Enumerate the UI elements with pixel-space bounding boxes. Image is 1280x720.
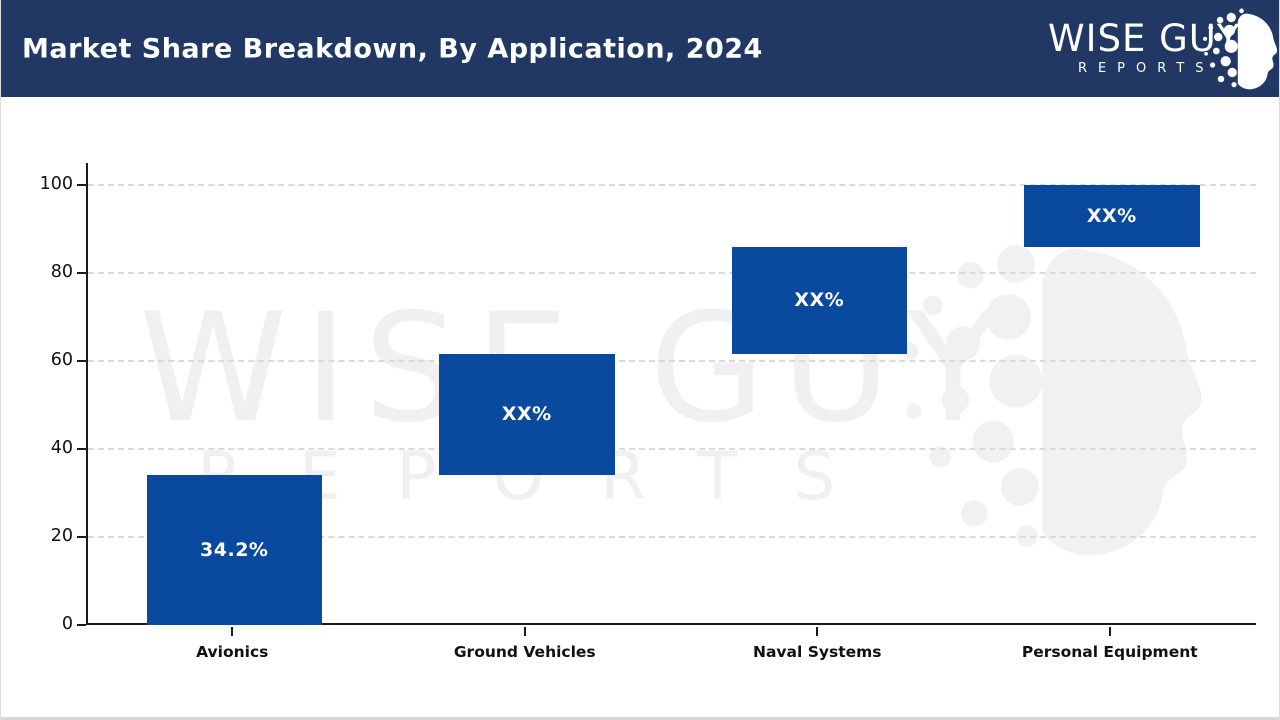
gridline: [88, 448, 1256, 450]
y-tick-mark: [77, 536, 86, 538]
x-category-label: Ground Vehicles: [453, 643, 596, 661]
y-tick-label: 20: [50, 526, 73, 546]
bar-personal-equipment: XX%: [1024, 185, 1200, 247]
y-tick-label: 100: [39, 174, 73, 194]
y-tick-mark: [77, 360, 86, 362]
x-tick-mark: [1108, 627, 1111, 636]
logo-wordmark: WISE GUY: [1048, 17, 1241, 60]
x-tick-mark: [231, 627, 234, 636]
gridline: [88, 184, 1256, 186]
y-tick-mark: [77, 624, 86, 626]
x-tick-mark: [523, 627, 526, 636]
gridline: [88, 272, 1256, 274]
x-category-label: Avionics: [196, 643, 269, 661]
logo-subtitle: REPORTS: [1077, 61, 1215, 76]
y-tick-mark: [77, 184, 86, 186]
bar-naval-systems: XX%: [731, 246, 907, 355]
x-category-label: Naval Systems: [753, 643, 882, 661]
bar-value-label: XX%: [501, 403, 552, 426]
logo-text: WISE GUY REPORTS: [1048, 17, 1241, 77]
plot-area: 34.2% XX% XX% XX%: [86, 163, 1256, 625]
y-tick-mark: [77, 448, 86, 450]
header-bar: Market Share Breakdown, By Application, …: [1, 0, 1279, 97]
y-tick-mark: [77, 272, 86, 274]
bar-ground-vehicles: XX%: [439, 354, 615, 475]
gridline: [88, 360, 1256, 362]
x-category-label: Personal Equipment: [1021, 643, 1198, 661]
page-title: Market Share Breakdown, By Application, …: [22, 33, 763, 64]
logo-face-icon: [1203, 8, 1277, 90]
bar-value-label: 34.2%: [200, 538, 269, 561]
wise-guy-reports-logo: WISE GUY REPORTS: [1018, 6, 1277, 92]
gridline: [88, 536, 1256, 538]
y-tick-label: 60: [50, 350, 73, 370]
bar-avionics: 34.2%: [146, 474, 322, 625]
y-tick-label: 0: [61, 614, 73, 634]
y-tick-label: 40: [50, 438, 73, 458]
bar-value-label: XX%: [794, 289, 845, 312]
bar-value-label: XX%: [1086, 204, 1137, 227]
y-tick-label: 80: [50, 262, 73, 282]
x-tick-mark: [816, 627, 819, 636]
